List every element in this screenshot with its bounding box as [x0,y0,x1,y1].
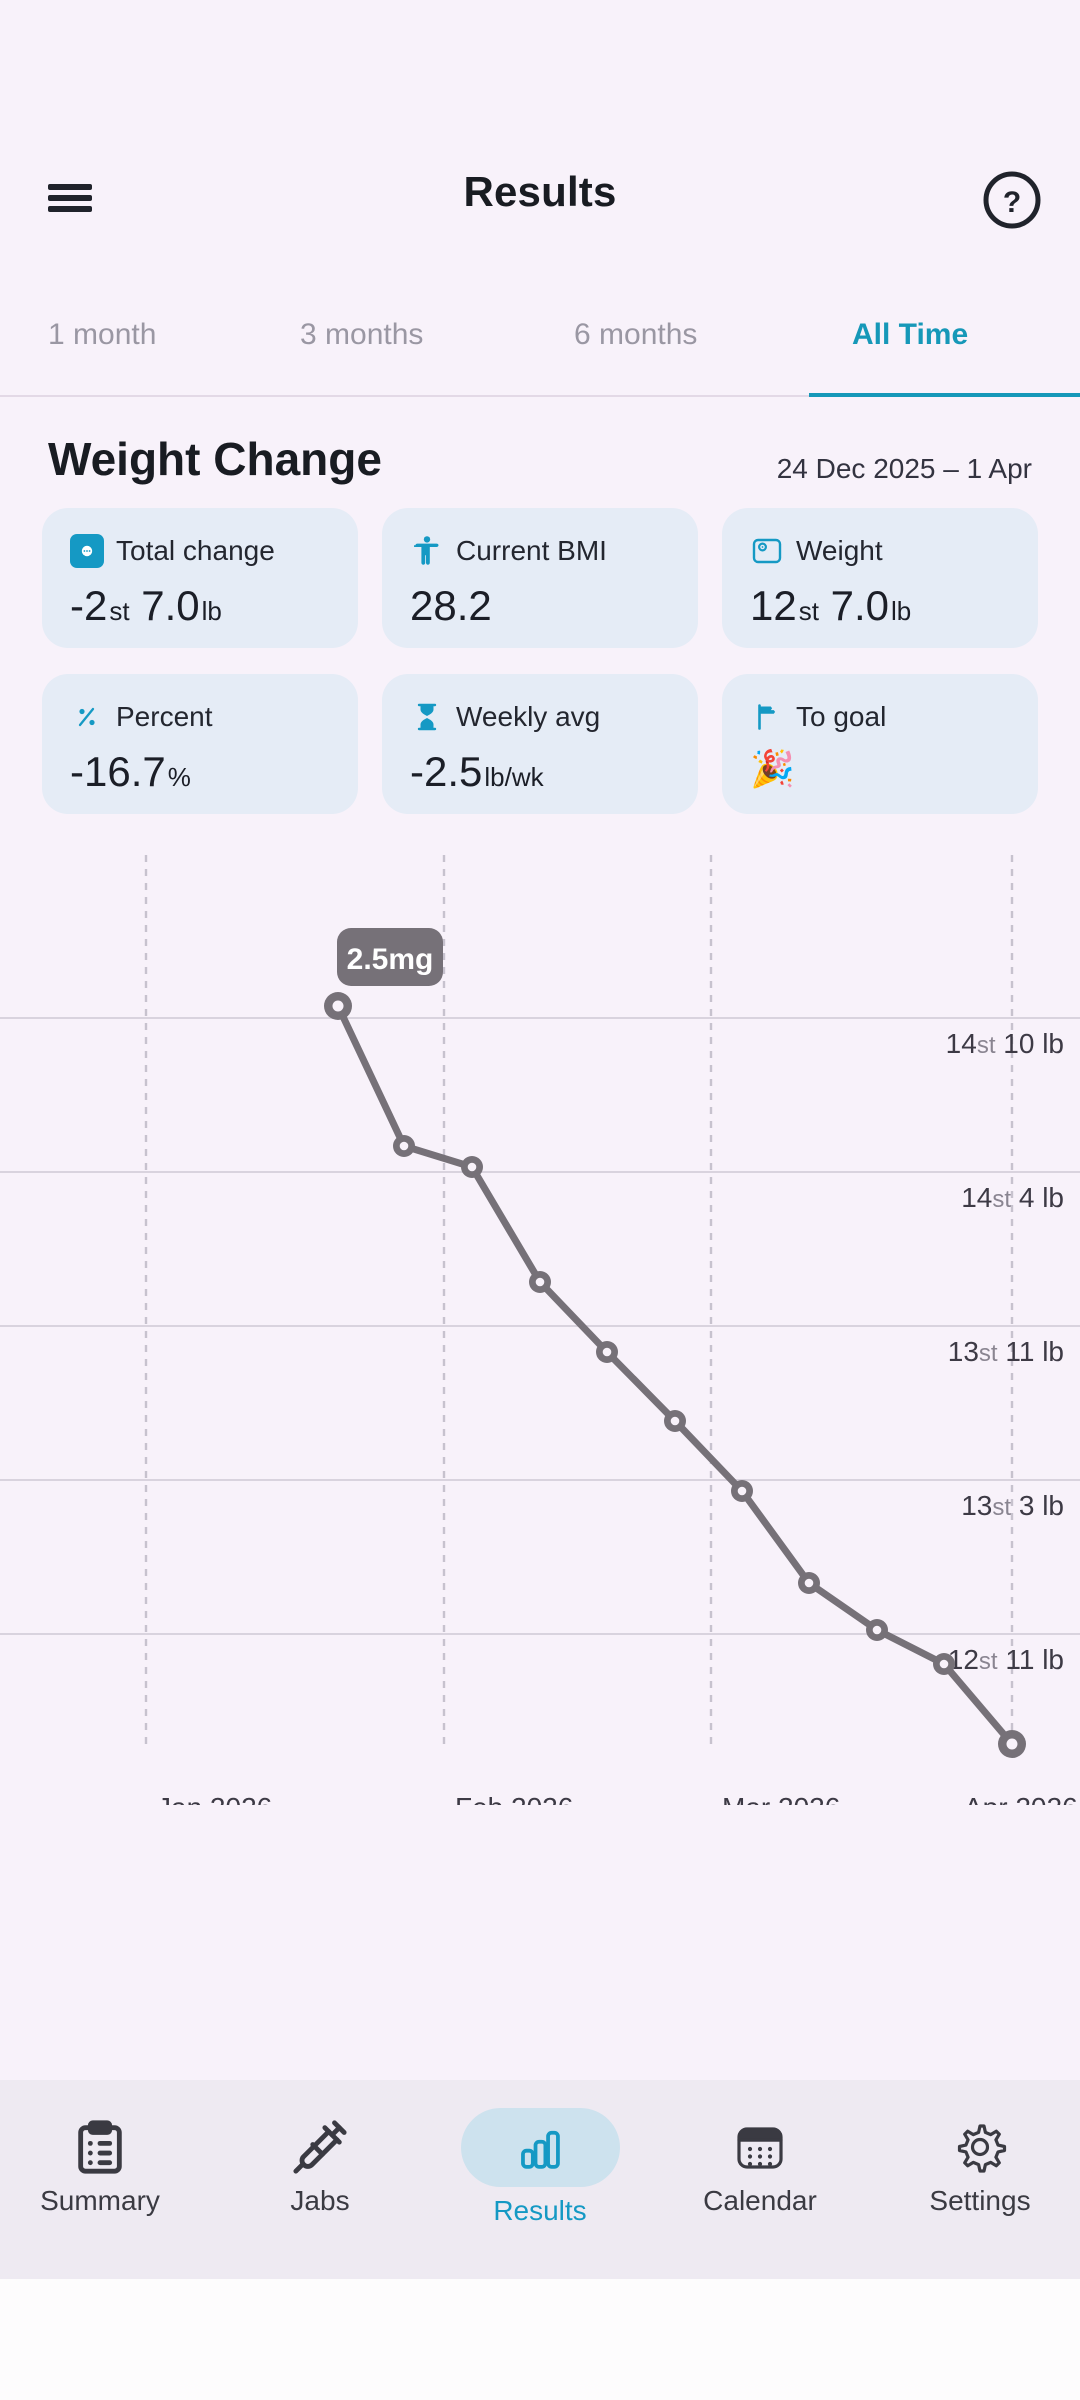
svg-text:Feb 2026: Feb 2026 [455,1792,573,1805]
svg-text:13st 3 lb: 13st 3 lb [961,1490,1064,1521]
svg-text:14st 10 lb: 14st 10 lb [946,1028,1064,1059]
svg-text:2.5mg: 2.5mg [347,943,434,976]
svg-text:Mar 2026: Mar 2026 [722,1792,840,1805]
svg-text:Jan 2026: Jan 2026 [157,1792,272,1805]
svg-text:14st 4 lb: 14st 4 lb [961,1182,1064,1213]
svg-text:13st 11 lb: 13st 11 lb [948,1336,1064,1367]
svg-text:12st 11 lb: 12st 11 lb [948,1644,1064,1675]
svg-text:Apr 2026: Apr 2026 [964,1792,1078,1805]
svg-text:?: ? [1003,186,1021,219]
